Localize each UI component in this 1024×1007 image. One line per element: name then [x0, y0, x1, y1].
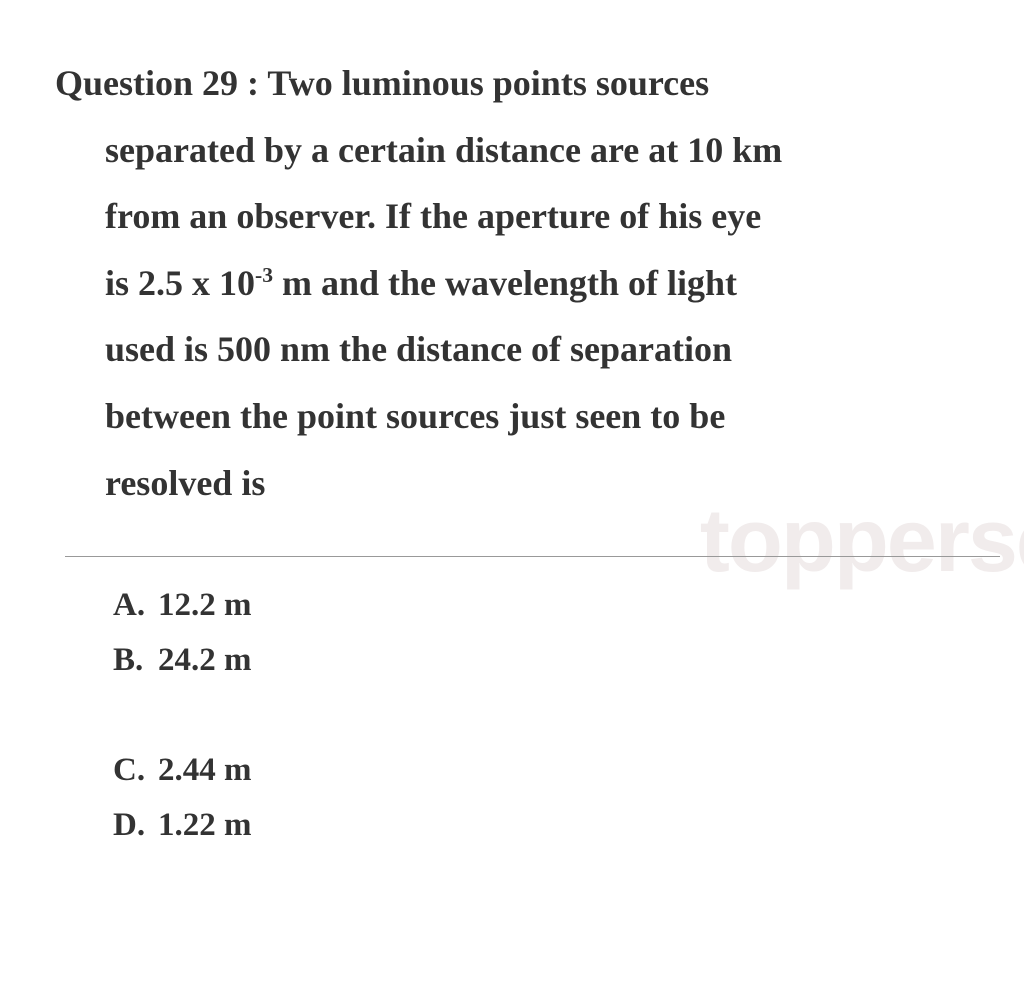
question-container: Question 29 : Two luminous points source… — [0, 0, 1024, 844]
option-a-letter: A. — [113, 587, 158, 624]
option-c-text: 2.44 m — [158, 752, 252, 788]
question-line-3: from an observer. If the aperture of his… — [55, 183, 979, 250]
option-d[interactable]: D.1.22 m — [113, 807, 979, 844]
options-list: A.12.2 m B.24.2 m C.2.44 m D.1.22 m — [55, 587, 979, 844]
question-line-6: between the point sources just seen to b… — [55, 383, 979, 450]
option-b[interactable]: B.24.2 m — [113, 642, 979, 679]
option-d-letter: D. — [113, 807, 158, 844]
option-c-letter: C. — [113, 752, 158, 789]
question-line-1-rest: Two luminous points sources — [267, 63, 709, 103]
option-a-text: 12.2 m — [158, 587, 252, 623]
option-b-text: 24.2 m — [158, 642, 252, 678]
divider-line — [65, 556, 1000, 557]
question-text: Question 29 : Two luminous points source… — [55, 50, 979, 516]
q4-pre: is 2.5 x 10 — [105, 263, 255, 303]
q4-exponent: -3 — [255, 263, 273, 287]
question-line-5: used is 500 nm the distance of separatio… — [55, 316, 979, 383]
option-gap — [113, 697, 979, 752]
question-line-7: resolved is — [55, 450, 979, 517]
option-b-letter: B. — [113, 642, 158, 679]
question-line-4: is 2.5 x 10-3 m and the wavelength of li… — [55, 250, 979, 317]
question-label: Question 29 : — [55, 63, 267, 103]
option-c[interactable]: C.2.44 m — [113, 752, 979, 789]
q4-post: m and the wavelength of light — [273, 263, 737, 303]
question-line-2: separated by a certain distance are at 1… — [55, 117, 979, 184]
option-a[interactable]: A.12.2 m — [113, 587, 979, 624]
option-d-text: 1.22 m — [158, 807, 252, 843]
question-line-1: Question 29 : Two luminous points source… — [55, 50, 979, 117]
